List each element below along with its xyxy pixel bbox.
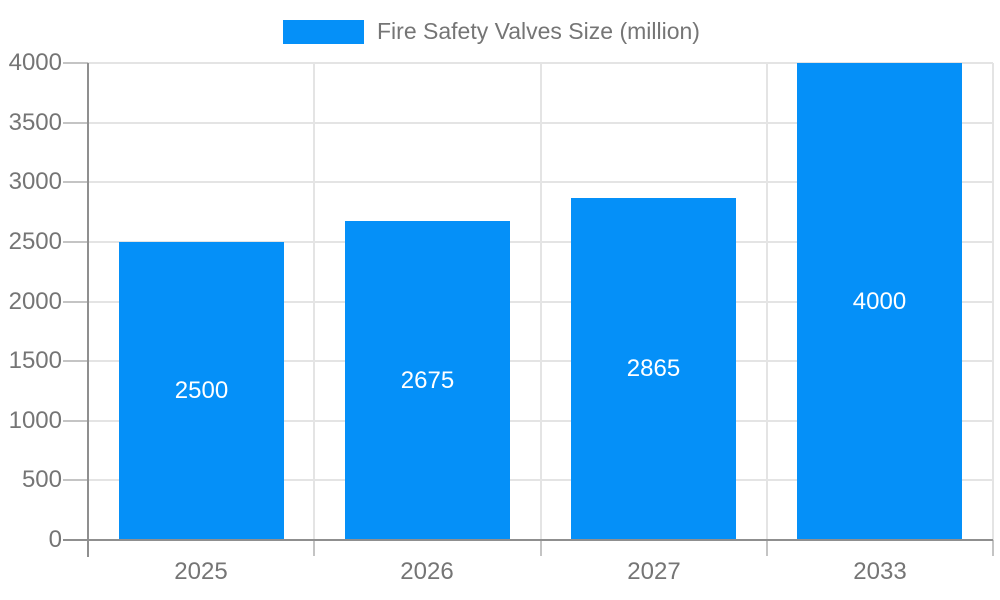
legend-item[interactable]: Fire Safety Valves Size (million) xyxy=(283,18,700,45)
y-axis-tick-label: 3000 xyxy=(8,168,62,195)
bar-2026[interactable]: 2675 xyxy=(345,221,510,540)
y-axis-tick-label: 2000 xyxy=(8,288,62,315)
y-axis-tick-label: 3500 xyxy=(8,109,62,136)
x-axis-tick-label: 2025 xyxy=(174,558,228,585)
y-axis-tick xyxy=(63,62,88,64)
bar-value-label: 2500 xyxy=(174,377,229,404)
x-axis-tick xyxy=(766,540,768,556)
bar-2033[interactable]: 4000 xyxy=(797,63,962,540)
gridline-vertical xyxy=(766,63,768,540)
legend-label: Fire Safety Valves Size (million) xyxy=(377,18,700,44)
bar-value-label: 2865 xyxy=(626,355,681,382)
x-axis-tick xyxy=(992,540,994,556)
x-axis-tick-label: 2026 xyxy=(400,558,454,585)
y-axis-tick-label: 4000 xyxy=(8,49,62,76)
gridline-vertical xyxy=(540,63,542,540)
y-axis-tick-label: 500 xyxy=(21,466,62,493)
y-axis-tick xyxy=(63,241,88,243)
x-axis-tick xyxy=(540,540,542,556)
bar-value-label: 2675 xyxy=(400,366,455,394)
y-axis-line xyxy=(87,63,89,557)
y-axis-tick xyxy=(63,122,88,124)
y-axis-tick xyxy=(63,420,88,422)
y-axis-tick-label: 1000 xyxy=(8,407,62,434)
gridline-vertical xyxy=(313,63,315,540)
legend-swatch xyxy=(283,19,364,44)
x-axis-tick-label: 2027 xyxy=(627,558,681,585)
y-axis-tick-label: 0 xyxy=(48,526,62,553)
y-axis-tick xyxy=(63,360,88,362)
x-axis-tick xyxy=(313,540,315,556)
bar-2027[interactable]: 2865 xyxy=(571,198,736,540)
x-axis-line xyxy=(63,539,993,541)
bar-value-label: 4000 xyxy=(852,287,907,315)
y-axis-tick xyxy=(63,479,88,481)
gridline-vertical xyxy=(992,63,994,540)
x-axis-tick-label: 2033 xyxy=(853,558,907,585)
y-axis-tick xyxy=(63,181,88,183)
y-axis-tick-label: 1500 xyxy=(8,347,62,374)
y-axis-tick-label: 2500 xyxy=(8,228,62,255)
bar-2025[interactable]: 2500 xyxy=(119,242,284,540)
y-axis-tick xyxy=(63,301,88,303)
